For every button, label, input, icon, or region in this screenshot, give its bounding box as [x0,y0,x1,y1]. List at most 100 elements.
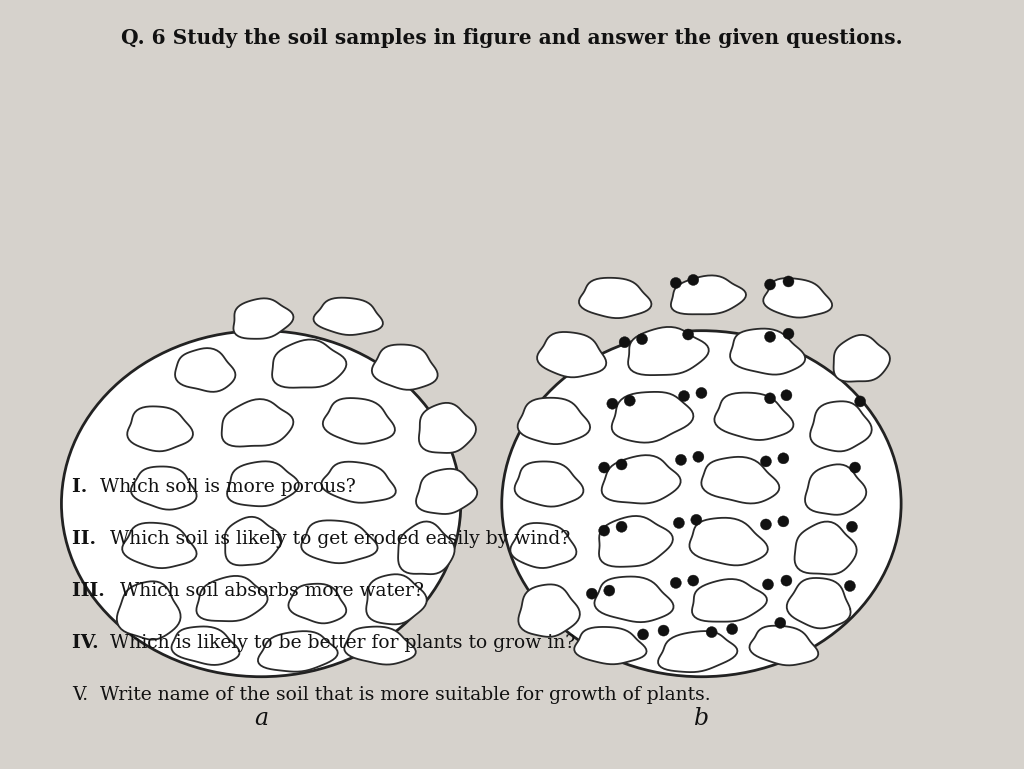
Text: II.: II. [72,530,102,548]
Polygon shape [301,521,378,563]
Polygon shape [398,521,455,574]
Polygon shape [671,275,746,315]
Ellipse shape [502,331,901,677]
Polygon shape [730,328,805,375]
Polygon shape [222,399,294,447]
Polygon shape [117,581,180,640]
Circle shape [781,390,792,401]
Polygon shape [367,574,427,624]
Circle shape [778,453,788,464]
Circle shape [850,462,860,473]
Polygon shape [322,461,396,503]
Circle shape [599,462,609,473]
Polygon shape [419,403,476,453]
Circle shape [781,575,792,586]
Circle shape [693,451,703,462]
Polygon shape [122,523,197,568]
Polygon shape [599,516,673,567]
Polygon shape [701,457,779,504]
Circle shape [688,275,698,285]
Polygon shape [127,406,193,451]
Circle shape [671,278,681,288]
Circle shape [783,276,794,287]
Circle shape [855,396,865,407]
Polygon shape [810,401,871,451]
Text: Q. 6 Study the soil samples in figure and answer the given questions.: Q. 6 Study the soil samples in figure an… [121,28,903,48]
Circle shape [671,578,681,588]
Polygon shape [518,398,590,444]
Circle shape [620,337,630,348]
Polygon shape [518,584,580,637]
Circle shape [683,329,693,340]
Circle shape [625,395,635,406]
Circle shape [763,579,773,590]
Circle shape [847,521,857,532]
Circle shape [696,388,707,398]
Polygon shape [224,517,282,565]
Circle shape [616,521,627,532]
Polygon shape [233,298,294,339]
Polygon shape [658,631,737,672]
Polygon shape [372,345,437,390]
Text: Which soil absorbs more water?: Which soil absorbs more water? [120,582,423,600]
Circle shape [778,516,788,527]
Circle shape [674,518,684,528]
Circle shape [783,328,794,339]
Text: Which is likely to be better for plants to grow in?: Which is likely to be better for plants … [110,634,575,652]
Circle shape [845,581,855,591]
Circle shape [604,585,614,596]
Text: b: b [694,707,709,730]
Circle shape [775,618,785,628]
Circle shape [761,456,771,467]
Polygon shape [715,393,794,440]
Polygon shape [795,521,857,574]
Circle shape [607,398,617,409]
Polygon shape [594,577,674,622]
Circle shape [658,625,669,636]
Circle shape [727,624,737,634]
Polygon shape [258,631,338,671]
Polygon shape [510,523,577,568]
Text: V.: V. [72,686,94,704]
Polygon shape [692,579,767,621]
Circle shape [707,627,717,638]
Text: III.: III. [72,582,112,600]
Polygon shape [763,278,833,318]
Polygon shape [805,464,866,514]
Polygon shape [272,340,346,388]
Polygon shape [175,348,236,392]
Polygon shape [538,332,606,378]
Circle shape [676,454,686,465]
Polygon shape [786,578,851,628]
Polygon shape [834,335,890,381]
Text: a: a [254,707,268,730]
Polygon shape [289,584,346,624]
Circle shape [638,629,648,640]
Polygon shape [197,576,267,621]
Circle shape [765,279,775,290]
Polygon shape [323,398,395,444]
Circle shape [765,331,775,342]
Circle shape [765,393,775,404]
Circle shape [761,519,771,530]
Polygon shape [611,392,693,443]
Circle shape [599,525,609,536]
Polygon shape [416,469,477,514]
Circle shape [688,575,698,586]
Polygon shape [579,278,651,318]
Text: Which soil is more porous?: Which soil is more porous? [100,478,356,496]
Circle shape [679,391,689,401]
Polygon shape [574,627,646,664]
Polygon shape [171,627,240,665]
Text: IV.: IV. [72,634,105,652]
Polygon shape [313,298,383,335]
Ellipse shape [61,331,461,677]
Polygon shape [750,626,818,665]
Polygon shape [131,467,197,510]
Circle shape [637,334,647,345]
Circle shape [587,588,597,599]
Polygon shape [689,518,768,565]
Text: Write name of the soil that is more suitable for growth of plants.: Write name of the soil that is more suit… [100,686,711,704]
Polygon shape [344,627,416,664]
Text: I.: I. [72,478,94,496]
